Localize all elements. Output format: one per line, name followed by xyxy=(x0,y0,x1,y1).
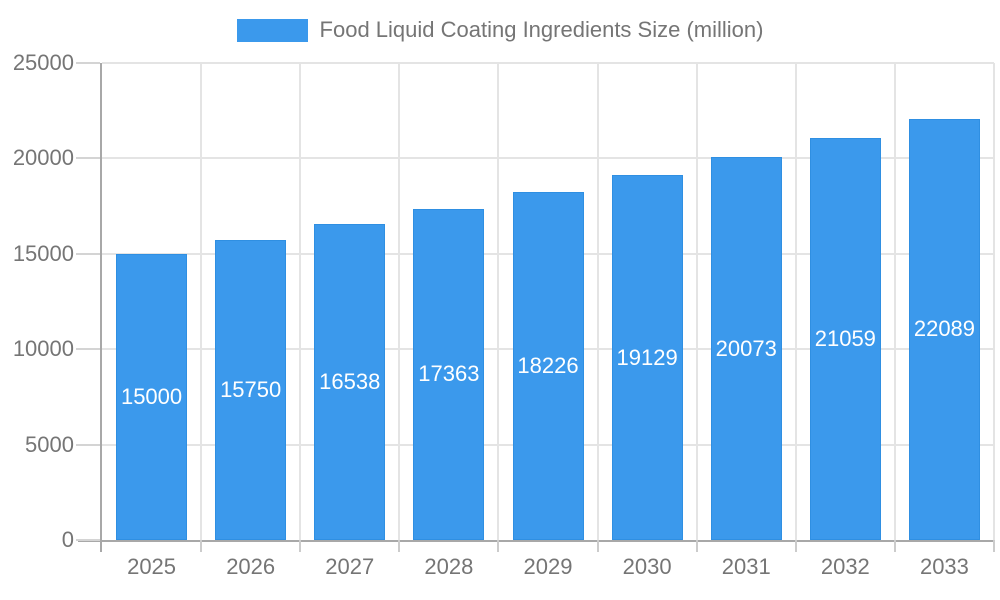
x-axis-tick xyxy=(596,540,599,552)
legend-swatch xyxy=(236,18,308,42)
x-axis-tick-label: 2029 xyxy=(523,554,573,579)
x-axis-tick-label: 2026 xyxy=(226,554,276,579)
bar-value-label: 19129 xyxy=(616,344,678,370)
x-gridline xyxy=(299,63,302,540)
x-axis-tick xyxy=(993,540,995,552)
bar[interactable]: 18226 xyxy=(512,192,584,540)
y-axis-line xyxy=(100,63,102,552)
bar-value-label: 15000 xyxy=(120,383,183,409)
y-axis-tick-label: 25000 xyxy=(12,50,74,75)
bar[interactable]: 15000 xyxy=(116,253,188,540)
x-axis-tick-label: 2033 xyxy=(919,554,969,579)
x-axis-tick xyxy=(299,540,302,552)
y-axis-tick-label: 20000 xyxy=(12,145,74,171)
y-gridline xyxy=(102,157,994,160)
x-axis-tick xyxy=(398,540,401,552)
bar-value-label: 16538 xyxy=(319,369,381,395)
x-axis-tick-label: 2030 xyxy=(622,554,672,579)
x-axis-tick xyxy=(695,540,698,552)
x-gridline xyxy=(695,63,698,540)
bar-value-label: 20073 xyxy=(715,335,777,361)
x-gridline xyxy=(398,63,401,540)
bar-value-label: 21059 xyxy=(814,326,876,352)
y-axis-tick-label: 0 xyxy=(61,527,74,552)
x-axis-tick-label: 2031 xyxy=(721,554,771,579)
x-gridline xyxy=(993,63,995,540)
x-gridline xyxy=(794,63,797,540)
y-axis-tick-label: 5000 xyxy=(25,431,74,457)
legend-label: Food Liquid Coating Ingredients Size (mi… xyxy=(319,17,764,42)
bar[interactable]: 20073 xyxy=(710,157,782,540)
bar-value-label: 22089 xyxy=(913,316,976,342)
bar-value-label: 17363 xyxy=(418,361,480,387)
x-gridline xyxy=(200,63,203,540)
legend[interactable]: Food Liquid Coating Ingredients Size (mi… xyxy=(0,17,1000,43)
bar[interactable]: 21059 xyxy=(809,138,881,540)
x-axis-tick xyxy=(497,540,500,552)
x-axis-tick xyxy=(794,540,797,552)
bar-value-label: 15750 xyxy=(220,376,282,402)
x-axis-tick-label: 2028 xyxy=(424,554,474,579)
x-axis-tick-label: 2032 xyxy=(820,554,870,579)
bar-value-label: 18226 xyxy=(517,353,579,379)
y-axis-tick xyxy=(76,62,100,64)
x-gridline xyxy=(497,63,500,540)
x-axis-tick xyxy=(200,540,203,552)
bar[interactable]: 19129 xyxy=(611,175,683,540)
x-axis-tick-label: 2027 xyxy=(325,554,375,579)
x-gridline xyxy=(596,63,599,540)
y-axis-tick xyxy=(76,443,100,446)
y-axis-tick xyxy=(76,157,100,160)
x-axis-tick-label: 2025 xyxy=(127,554,177,579)
bar[interactable]: 22089 xyxy=(908,118,980,540)
y-axis-tick xyxy=(76,348,100,351)
y-axis-tick-label: 15000 xyxy=(12,240,74,266)
y-axis-tick xyxy=(76,539,100,541)
x-gridline xyxy=(893,63,896,540)
y-axis-tick-label: 10000 xyxy=(12,336,74,362)
y-axis-tick xyxy=(76,252,100,255)
bar[interactable]: 17363 xyxy=(413,208,485,540)
plot-area: 0 5000 10000 15000 20000 25000 15000 2025 15750 2… xyxy=(13,50,995,579)
x-axis-line xyxy=(78,540,994,542)
x-axis-tick xyxy=(893,540,896,552)
y-gridline xyxy=(102,62,994,64)
bar[interactable]: 16538 xyxy=(314,224,386,540)
bar[interactable]: 15750 xyxy=(215,239,287,540)
